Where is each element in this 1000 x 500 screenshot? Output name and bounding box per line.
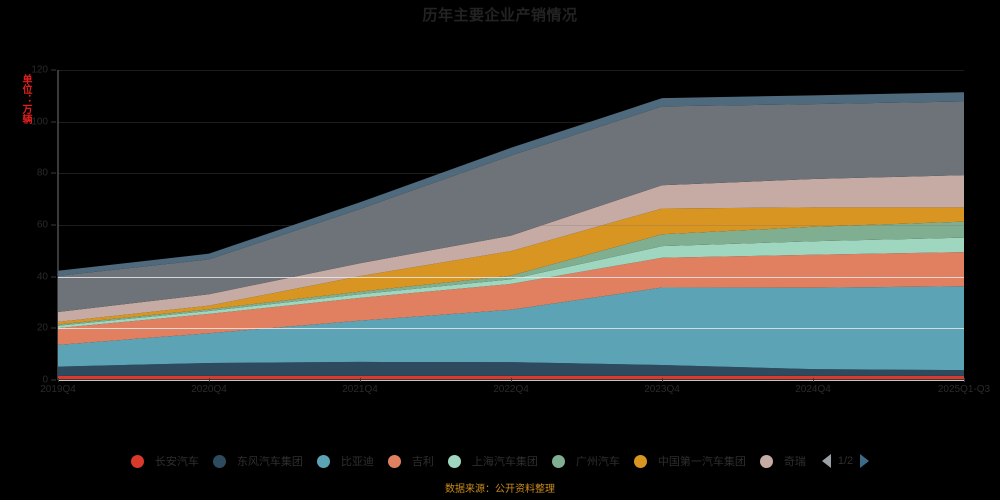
y-tick-label: 40: [36, 271, 48, 283]
x-axis-labels: 2019Q4 2020Q4 2021Q4 2022Q4 2023Q4 2024Q4 2025…: [40, 378, 990, 400]
y-axis-labels: 0 20 40 60 80 100 120: [0, 65, 56, 386]
x-tick-mark: [511, 378, 512, 382]
gridline: [58, 276, 964, 278]
chart-legend[interactable]: 长安汽车 东风汽车集团 比亚迪 吉利 上海汽车集团 广州汽车 中国第一汽车集团 奇瑞 1/2: [0, 450, 1000, 472]
gridline: [58, 70, 964, 71]
legend-dot-icon: [212, 454, 226, 468]
gridline: [58, 121, 964, 123]
legend-marker-icon: [547, 454, 570, 468]
area-series: [58, 207, 964, 325]
legend-marker-icon: [126, 454, 149, 468]
y-axis-title: 单位：万辆: [20, 74, 31, 124]
gridline: [58, 225, 964, 226]
legend-item[interactable]: 上海汽车集团: [443, 453, 538, 469]
legend-dot-icon: [633, 454, 647, 468]
plot-area: [58, 70, 964, 381]
legend-item[interactable]: 吉利: [383, 453, 434, 469]
y-axis-line: [57, 70, 59, 380]
legend-marker-icon: [312, 454, 335, 468]
legend-item[interactable]: 广州汽车: [547, 453, 620, 469]
gridline: [58, 173, 964, 175]
legend-label: 奇瑞: [783, 456, 806, 468]
y-tick-mark: [51, 121, 56, 123]
area-series: [58, 237, 964, 329]
legend-dot-icon: [130, 454, 144, 468]
x-tick-mark: [209, 378, 210, 382]
legend-marker-icon: [208, 454, 231, 468]
area-series: [58, 361, 964, 376]
legend-label: 中国第一汽车集团: [657, 456, 746, 468]
gridline: [58, 328, 964, 330]
legend-dot-icon: [387, 454, 401, 468]
legend-marker-icon: [443, 454, 466, 468]
x-tick-label: 2024Q4: [795, 384, 831, 395]
legend-label: 上海汽车集团: [471, 456, 538, 468]
legend-marker-icon: [629, 454, 652, 468]
x-tick-mark: [813, 378, 814, 382]
y-tick-label: 80: [36, 167, 48, 179]
y-tick-label: 120: [31, 64, 48, 76]
x-tick-mark: [662, 378, 663, 382]
area-series: [58, 101, 964, 313]
legend-label: 广州汽车: [575, 456, 620, 468]
legend-label: 东风汽车集团: [236, 456, 303, 468]
x-tick-label: 2023Q4: [644, 384, 680, 395]
y-tick-mark: [51, 224, 56, 226]
legend-dot-icon: [551, 454, 565, 468]
x-tick-label: 2022Q4: [493, 384, 529, 395]
legend-dot-icon: [316, 454, 330, 468]
x-tick-label: 2019Q4: [40, 384, 76, 395]
area-series: [58, 286, 964, 371]
stacked-area-series: [58, 92, 964, 380]
legend-dot-icon: [759, 454, 773, 468]
y-tick-mark: [51, 327, 56, 329]
legend-marker-icon: [383, 454, 406, 468]
page-title: 历年主要企业产销情况: [422, 7, 578, 24]
area-series: [58, 375, 964, 380]
legend-label: 吉利: [411, 456, 434, 468]
legend-dot-icon: [447, 454, 461, 468]
legend-item[interactable]: 中国第一汽车集团: [629, 453, 746, 469]
legend-label: 比亚迪: [340, 456, 374, 468]
y-tick-label: 20: [36, 322, 48, 334]
area-series: [58, 221, 964, 326]
x-tick-mark: [964, 378, 965, 382]
x-tick-mark: [58, 378, 59, 382]
legend-label: 长安汽车: [154, 456, 199, 468]
legend-item[interactable]: 比亚迪: [312, 453, 374, 469]
legend-pager[interactable]: 1/2: [821, 454, 870, 468]
y-tick-label: 0: [42, 374, 48, 386]
x-tick-label: 2025Q1-Q3: [937, 384, 991, 395]
legend-page-count: 1/2: [837, 455, 854, 467]
x-tick-mark: [360, 378, 361, 382]
y-tick-label: 60: [36, 219, 48, 231]
legend-marker-icon: [755, 454, 778, 468]
chevron-left-icon[interactable]: [821, 454, 831, 468]
legend-item[interactable]: 奇瑞: [755, 453, 806, 469]
chevron-right-icon[interactable]: [860, 454, 870, 468]
area-series: [58, 175, 964, 322]
legend-item[interactable]: 长安汽车: [126, 453, 199, 469]
y-tick-mark: [51, 276, 56, 278]
x-tick-label: 2020Q4: [191, 384, 227, 395]
y-tick-mark: [51, 172, 56, 174]
y-tick-mark: [51, 69, 56, 71]
area-series: [58, 92, 964, 276]
y-tick-mark: [51, 379, 56, 381]
source-footnote: 数据来源：公开资料整理: [445, 484, 555, 495]
x-tick-label: 2021Q4: [342, 384, 378, 395]
legend-item[interactable]: 东风汽车集团: [208, 453, 303, 469]
y-tick-label: 100: [31, 116, 48, 128]
area-series: [58, 252, 964, 345]
